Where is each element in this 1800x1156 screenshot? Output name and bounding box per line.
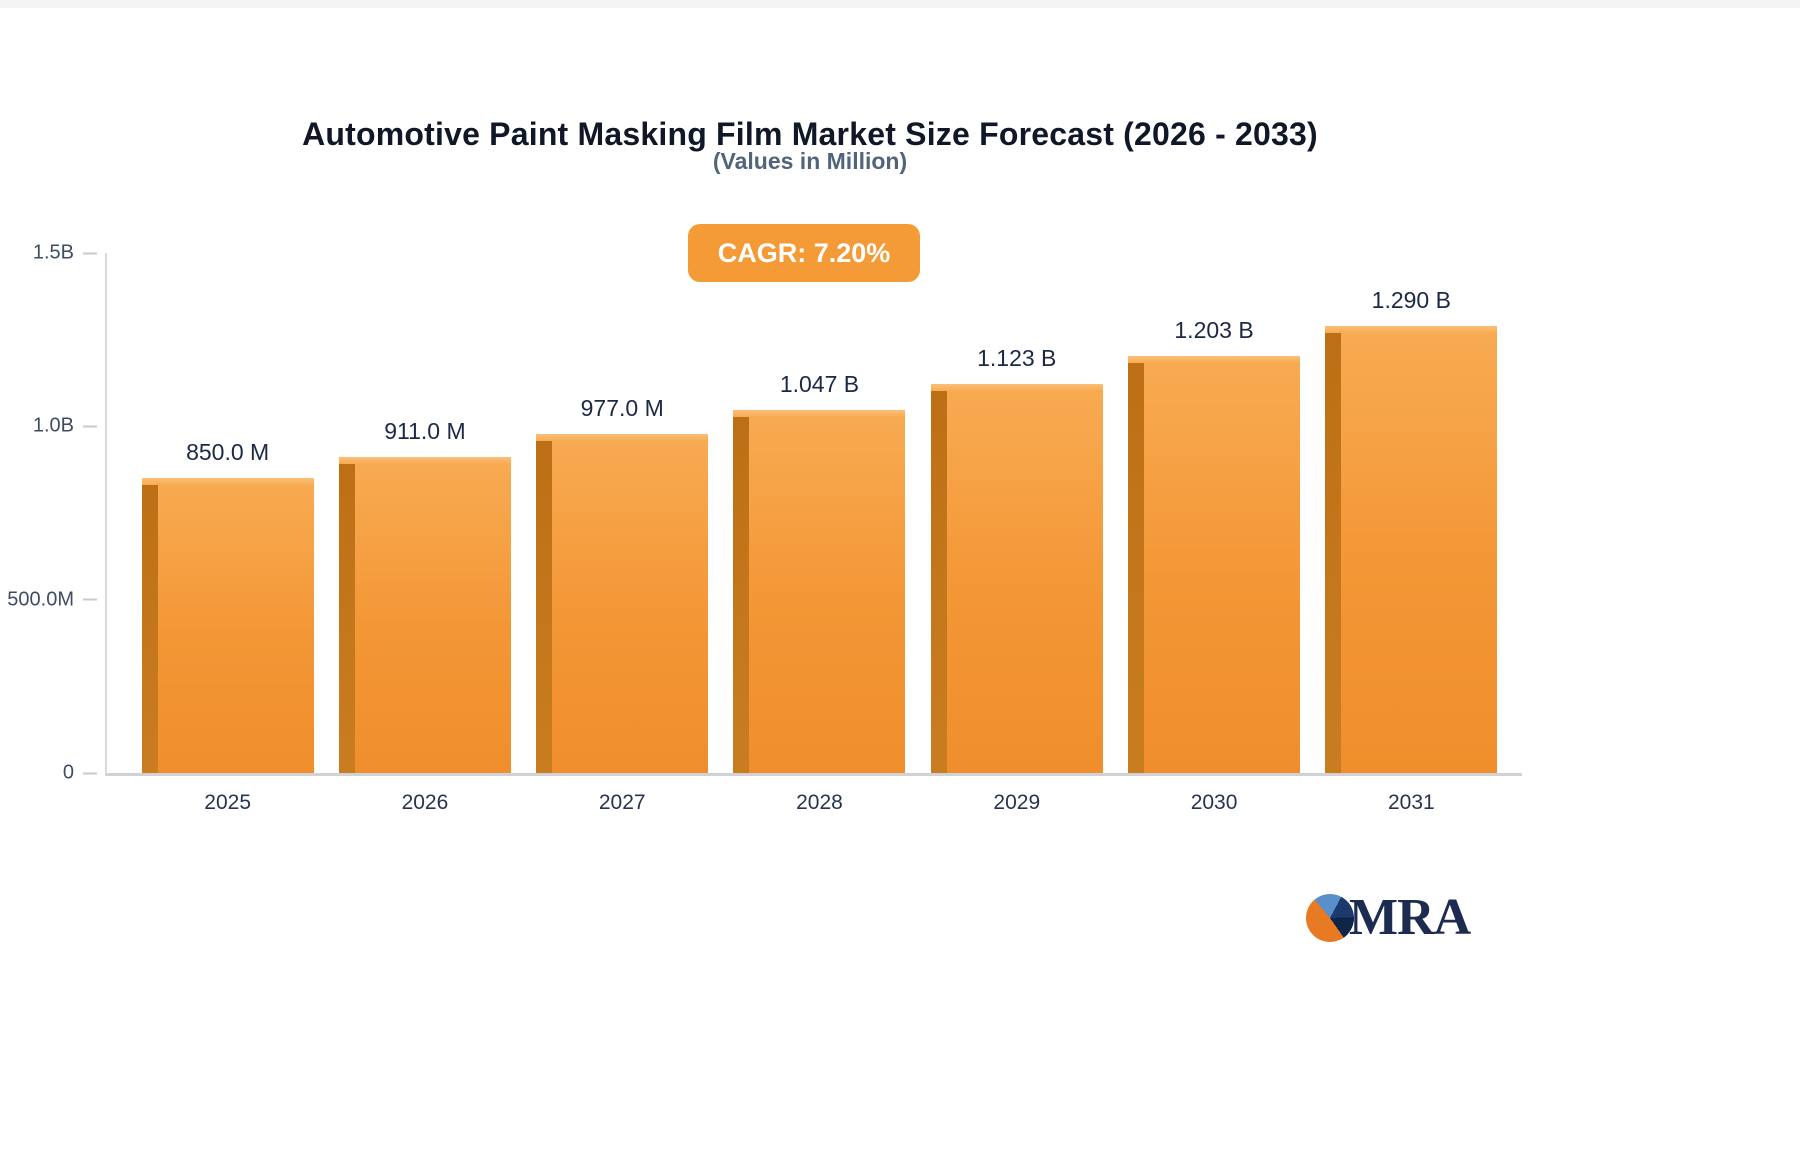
y-tick: 1.5B [33,242,97,265]
x-tick-label: 2026 [401,791,449,814]
bar-2029: 1.123 B [930,345,1103,774]
cagr-badge-label: CAGR: 7.20% [717,237,891,268]
x-tick-label: 2027 [598,791,646,814]
bar-2030: 1.203 B [1128,317,1301,774]
bar-slot-2025: 850.0 M 2025 [129,253,326,814]
bar-value-label: 1.290 B [1371,286,1451,313]
y-tick-label: 500.0M [7,588,74,611]
logo-text: MRA [1349,889,1471,946]
chart-title: Automotive Paint Masking Film Market Siz… [302,116,1318,153]
bar-slot-2027: 977.0 M 2027 [524,253,721,814]
x-tick-label: 2028 [796,791,843,814]
bar-2025: 850.0 M [141,439,314,773]
bar-value-label: 1.123 B [977,344,1057,371]
bar-2026: 911.0 M [338,418,511,773]
x-tick-label: 2030 [1190,791,1238,814]
bar-slot-2029: 1.123 B 2029 [918,253,1115,814]
y-tick-label: 0 [62,761,74,784]
bar-chart: 1.5B 1.0B 500.0M 0 850.0 M 2025 911.0 M 2026 97… [7,242,1522,814]
x-tick-label: 2031 [1387,791,1435,814]
y-tick-mark [83,425,97,428]
logo-pie-icon [1306,894,1354,942]
brand-logo: MRA [1306,889,1471,946]
chart-subtitle: (Values in Million) [712,148,908,174]
y-tick-label: 1.5B [32,241,74,264]
cagr-badge: CAGR: 7.20% [688,224,920,282]
bar-slot-2031: 1.290 B 2031 [1313,253,1510,814]
bar-slot-2030: 1.203 B 2030 [1115,253,1312,814]
bar-value-label: 1.047 B [779,371,860,398]
bar-value-label: 911.0 M [384,418,466,445]
bar-2031: 1.290 B [1325,287,1498,774]
bar-2028: 1.047 B [733,371,906,773]
bar-value-label: 977.0 M [580,395,664,422]
bar-2027: 977.0 M [536,395,709,773]
y-tick: 1.0B [33,415,97,438]
y-tick-mark [83,772,97,774]
bar-value-label: 850.0 M [186,439,270,466]
y-tick-label: 1.0B [32,414,74,437]
bars-row: 850.0 M 2025 911.0 M 2026 977.0 M 2027 1.047 B… [129,253,1510,814]
bar-slot-2028: 1.047 B 2028 [721,253,918,814]
y-tick: 500.0M [7,588,97,611]
x-tick-label: 2025 [204,791,251,814]
bar-slot-2026: 911.0 M 2026 [326,253,523,814]
x-tick-label: 2029 [993,791,1041,814]
y-tick-mark [83,252,97,254]
bar-value-label: 1.203 B [1174,316,1254,343]
y-tick: 0 [63,762,97,785]
y-tick-mark [83,598,97,601]
page-top-strip [0,0,1800,8]
